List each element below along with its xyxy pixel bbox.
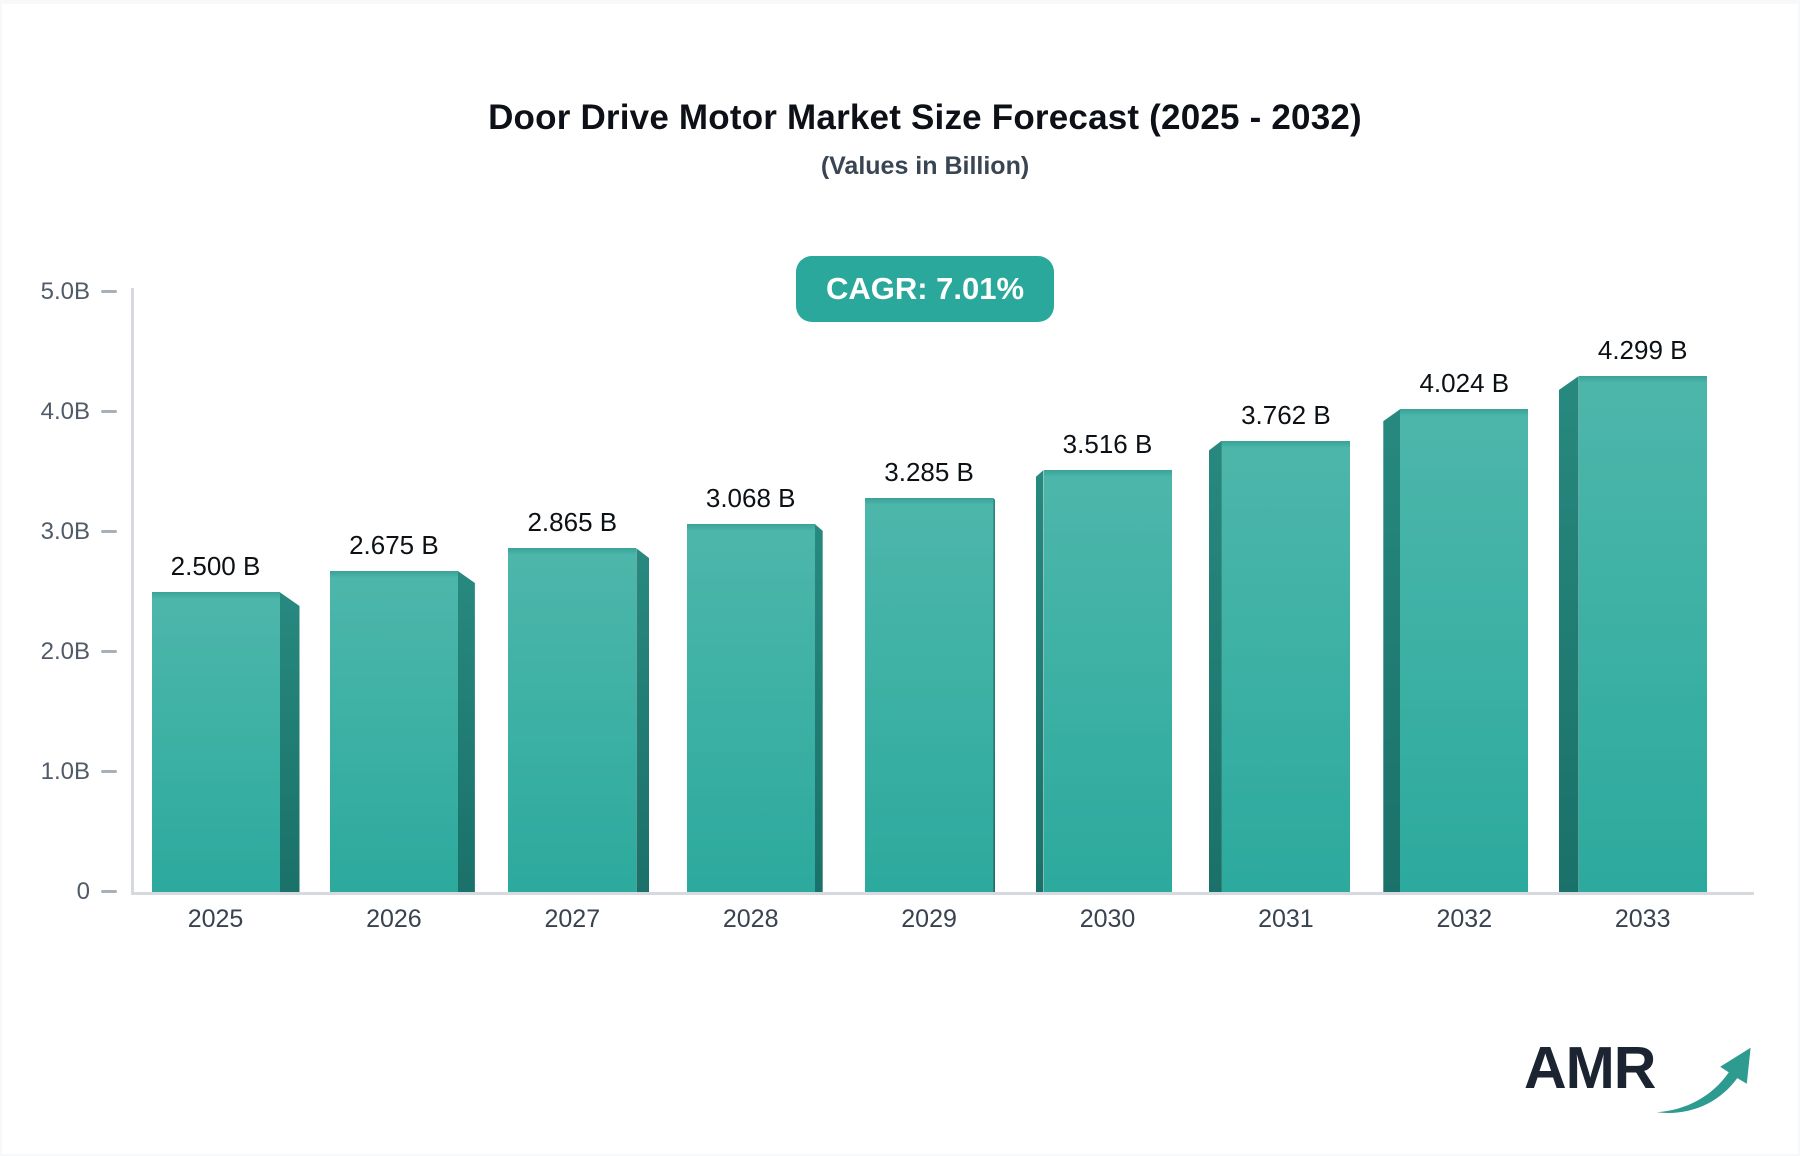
- y-tick-label: 4.0B: [40, 398, 90, 425]
- bar-2033: [1558, 376, 1707, 892]
- y-tick-mark: [101, 650, 117, 653]
- bar-side-3d: [279, 592, 300, 892]
- bar-value-label: 2.500 B: [170, 551, 261, 581]
- amr-logo-text: AMR: [1524, 1035, 1656, 1101]
- bar-2032: [1383, 409, 1529, 892]
- x-axis-label: 2027: [544, 905, 601, 933]
- bar-value-label: 3.068 B: [705, 482, 796, 513]
- bar-face: [1221, 440, 1350, 892]
- bar-2025: [151, 592, 300, 892]
- bar-side-3d: [1558, 376, 1579, 892]
- bar-2027: [508, 548, 650, 892]
- bar-face: [686, 523, 815, 892]
- chart-subtitle: (Values in Billion): [820, 152, 1030, 180]
- y-tick-mark: [101, 530, 117, 533]
- bar-value-label: 3.762 B: [1241, 399, 1331, 430]
- bar-side-3d: [636, 548, 650, 892]
- y-tick-label: 0: [76, 878, 90, 905]
- bar-side-3d: [1383, 409, 1401, 892]
- y-tick-label: 2.0B: [40, 638, 90, 665]
- y-tick-mark: [101, 410, 117, 413]
- bar-value-label: 3.516 B: [1062, 429, 1153, 460]
- y-axis-line: [131, 288, 134, 895]
- x-axis-label: 2031: [1258, 905, 1314, 933]
- x-axis-label: 2026: [366, 905, 422, 933]
- y-tick-mark: [101, 890, 117, 893]
- bar-side-3d: [993, 497, 996, 892]
- amr-logo[interactable]: AMR: [1524, 1034, 1751, 1129]
- y-tick-label: 5.0B: [40, 278, 90, 305]
- y-tick-mark: [101, 770, 117, 773]
- x-axis-label: 2033: [1614, 905, 1671, 933]
- x-axis-label: 2029: [901, 905, 957, 933]
- bar-2029: [865, 497, 996, 892]
- chart-card: Door Drive Motor Market Size Forecast (2…: [2, 4, 1798, 1154]
- bar-face: [329, 571, 458, 892]
- bar-face: [1578, 376, 1707, 892]
- bar-value-label: 4.024 B: [1419, 368, 1510, 399]
- bar-face: [508, 548, 637, 892]
- bar-face: [865, 497, 994, 892]
- bar-2026: [329, 571, 475, 892]
- chart-stage: Door Drive Motor Market Size Forecast (2…: [2, 4, 1798, 1154]
- growth-arrow-icon: [1656, 1047, 1751, 1113]
- x-axis-label: 2025: [187, 905, 244, 933]
- bar-2030: [1035, 470, 1172, 892]
- x-axis-label: 2028: [722, 905, 779, 933]
- cagr-badge-band: CAGR: 7.01%: [52, 256, 1798, 322]
- bar-value-label: 2.675 B: [349, 530, 439, 560]
- bar-value-label: 4.299 B: [1597, 335, 1688, 366]
- bar-face: [151, 592, 280, 892]
- cagr-badge: CAGR: 7.01%: [795, 256, 1055, 322]
- bar-face: [1043, 470, 1172, 892]
- y-tick-label: 1.0B: [40, 758, 90, 785]
- bar-value-label: 2.865 B: [527, 507, 618, 538]
- bar-value-label: 3.285 B: [884, 456, 974, 487]
- y-tick-mark: [101, 290, 117, 293]
- bar-2028: [686, 523, 823, 892]
- y-tick-label: 3.0B: [40, 518, 90, 545]
- x-axis-label: 2032: [1436, 905, 1493, 933]
- bar-face: [1400, 409, 1529, 892]
- bar-side-3d: [814, 523, 823, 892]
- bar-2031: [1208, 440, 1350, 892]
- bar-side-3d: [1035, 470, 1044, 892]
- x-axis-line: [131, 892, 1754, 895]
- chart-title: Door Drive Motor Market Size Forecast (2…: [488, 98, 1362, 137]
- bar-side-3d: [1208, 440, 1222, 892]
- x-axis-label: 2030: [1079, 905, 1136, 933]
- bar-side-3d: [457, 571, 475, 892]
